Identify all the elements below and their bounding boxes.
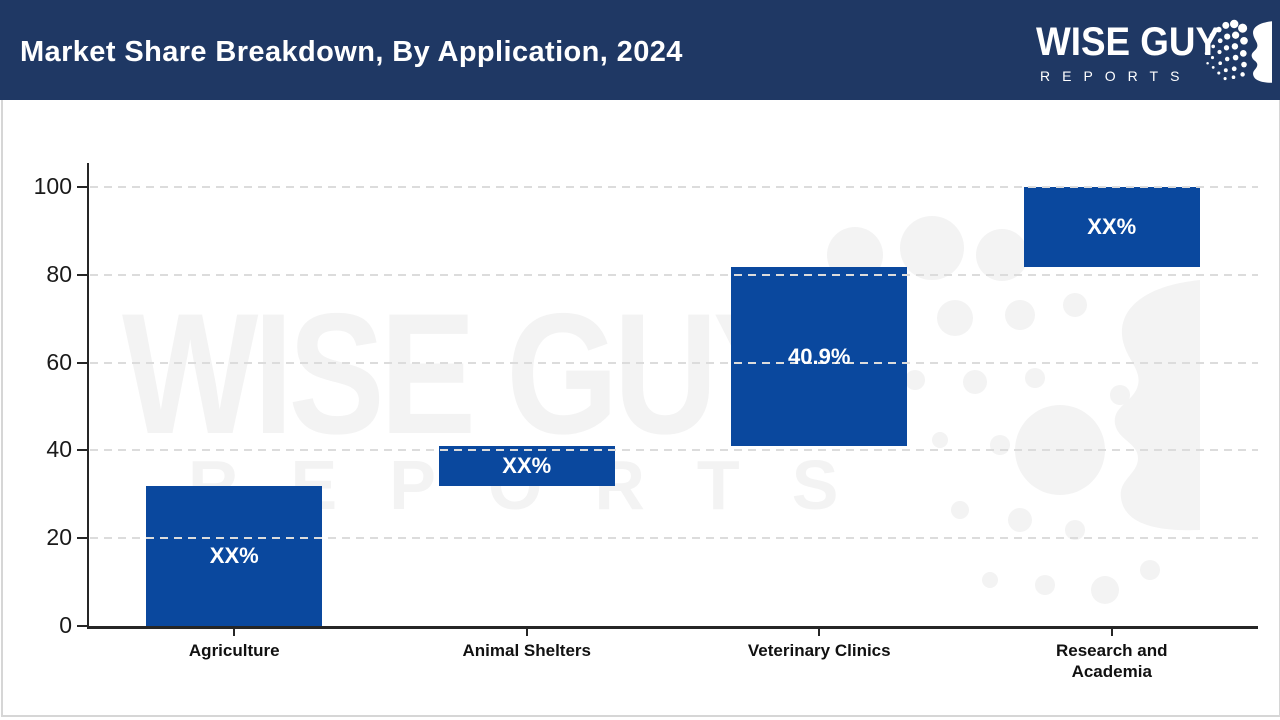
logo-subtitle: REPORTS	[1040, 68, 1192, 84]
x-tick-mark	[233, 628, 236, 636]
x-tick-mark	[1110, 628, 1113, 636]
bar-value-label: XX%	[502, 453, 552, 479]
y-tick-label: 40	[46, 436, 72, 463]
y-gridline	[90, 186, 1258, 188]
y-tick-mark	[77, 361, 87, 364]
x-axis-line	[86, 626, 1258, 629]
header: Market Share Breakdown, By Application, …	[0, 0, 1280, 100]
logo-wordmark: WISE GUY	[1036, 20, 1221, 64]
bar-research-and-academia	[1023, 187, 1200, 267]
bar-veterinary-clinics	[731, 266, 908, 447]
y-tick-mark	[77, 273, 87, 276]
x-axis-label-veterinary-clinics: Veterinary Clinics	[747, 641, 891, 660]
x-axis-label-animal-shelters: Animal Shelters	[462, 641, 592, 660]
y-tick-label: 60	[46, 348, 72, 375]
logo-face-icon	[1204, 19, 1272, 83]
y-tick-mark	[77, 625, 87, 627]
wise-guy-reports-logo: WISE GUY REPORTS	[1036, 8, 1272, 94]
y-tick-mark	[77, 186, 87, 188]
x-axis-label-research-and-academia: Research and Academia	[1056, 641, 1168, 681]
y-gridline	[90, 537, 1258, 540]
y-gridline	[90, 449, 1258, 452]
x-tick-mark	[818, 628, 821, 636]
bar-value-label: XX%	[209, 543, 259, 569]
x-axis-label-agriculture: Agriculture	[188, 641, 280, 660]
watermark-wordmark: WISE GUY	[122, 278, 809, 470]
y-axis-line	[86, 163, 89, 629]
bar-agriculture	[146, 486, 323, 626]
bar-value-label: XX%	[1087, 213, 1137, 239]
y-tick-label: 80	[46, 260, 72, 287]
bar-animal-shelters	[438, 446, 615, 487]
page-title: Market Share Breakdown, By Application, …	[20, 36, 683, 68]
bar-value-label: 40.9%	[788, 343, 851, 369]
y-gridline	[90, 361, 1258, 364]
y-tick-label: 100	[33, 173, 72, 199]
y-tick-label: 20	[46, 524, 72, 551]
y-tick-mark	[77, 449, 87, 452]
y-tick-label: 0	[59, 612, 72, 638]
y-gridline	[90, 273, 1258, 276]
y-tick-mark	[77, 537, 87, 540]
x-tick-mark	[525, 628, 528, 636]
